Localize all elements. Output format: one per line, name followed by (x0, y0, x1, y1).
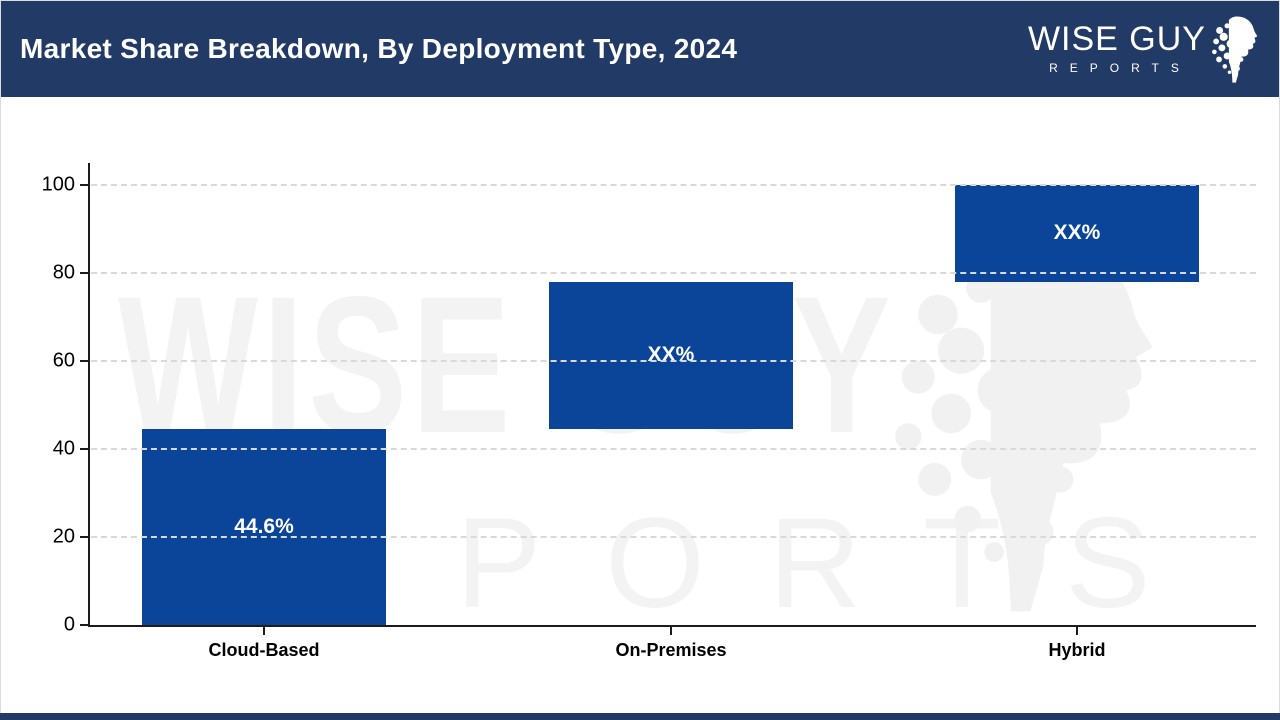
bar-value-label: XX% (647, 343, 695, 367)
y-tick-mark (80, 536, 88, 538)
y-tick-mark (80, 184, 88, 186)
y-tick-label: 60 (52, 349, 75, 372)
bar-value-label: 44.6% (234, 514, 294, 538)
y-tick-mark (80, 624, 88, 626)
gridline-60 (91, 360, 1256, 362)
x-category-label: Hybrid (1048, 640, 1106, 660)
x-tick-mark (263, 627, 265, 635)
header-band: Market Share Breakdown, By Deployment Ty… (0, 0, 1280, 97)
brand-subtext: REPORTS (1049, 61, 1191, 75)
gridline-40 (91, 448, 1256, 450)
y-axis (88, 163, 90, 627)
bar-hybrid: XX% (955, 185, 1199, 282)
bar-cloud-based: 44.6% (142, 428, 386, 625)
y-tick-label: 0 (63, 613, 75, 636)
y-tick-label: 40 (52, 437, 75, 460)
x-axis (88, 625, 1256, 627)
y-tick-mark (80, 360, 88, 362)
page-title: Market Share Breakdown, By Deployment Ty… (20, 32, 738, 64)
bar-on-premises: XX% (549, 281, 793, 429)
y-tick-mark (80, 448, 88, 450)
footer-band (0, 713, 1280, 720)
y-tick-mark (80, 272, 88, 274)
brand-head-icon (1212, 16, 1258, 83)
gridline-80 (91, 272, 1256, 274)
x-category-label: Cloud-Based (208, 640, 320, 660)
gridline-20 (91, 536, 1256, 538)
x-tick-mark (1076, 627, 1078, 635)
brand-logo: WISE GUY REPORTS (1028, 9, 1266, 89)
bar-value-label: XX% (1053, 221, 1101, 245)
x-tick-mark (670, 627, 672, 635)
y-tick-label: 20 (52, 525, 75, 548)
x-category-label: On-Premises (615, 640, 727, 660)
gridline-100 (91, 184, 1256, 186)
y-tick-label: 80 (52, 261, 75, 284)
brand-wordmark: WISE GUY (1027, 20, 1206, 58)
y-tick-label: 100 (41, 173, 75, 196)
brand-logo-text: WISE GUY REPORTS (1028, 22, 1206, 75)
